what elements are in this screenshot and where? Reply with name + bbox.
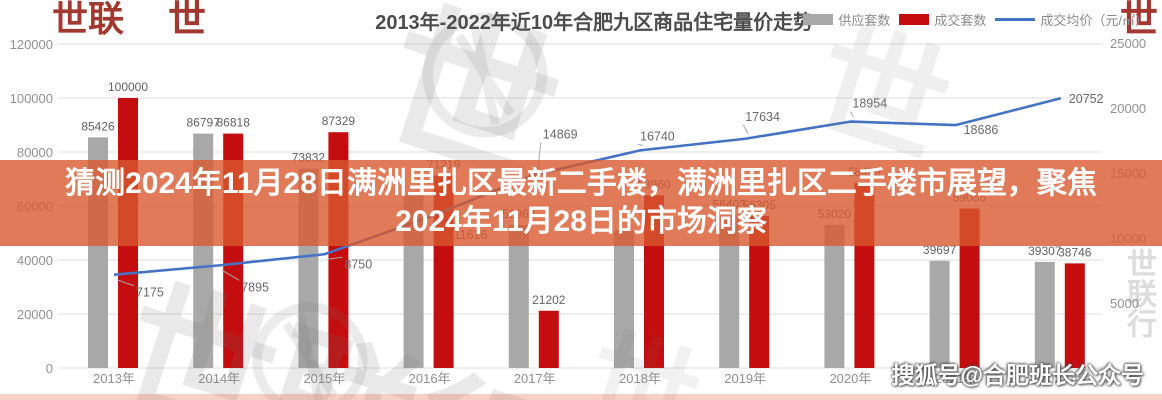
y-left-tick: 80000 [17,145,53,160]
bar-label: 85426 [81,119,115,133]
headline-line-1: 猜测2024年11月28日满洲里扎区最新二手楼，满洲里扎区二手楼市展望，聚焦 [65,167,1097,200]
x-tick: 2019年 [724,371,766,386]
supply-bar [719,215,740,368]
legend-price: 成交均价（元/㎡） [995,10,1148,29]
x-tick: 2015年 [303,371,345,386]
sohu-watermark: 搜狐号@合肥班长公众号 [891,362,1144,388]
price-line-swatch-icon [995,18,1036,21]
x-tick: 2022年 [1040,371,1082,386]
y-left-tick: 100000 [10,91,53,106]
price-label: 7895 [241,280,269,294]
y-right-tick: 5000 [1110,296,1139,311]
label-leader [327,256,343,260]
chart-legend: 供应套数 成交套数 成交均价（元/㎡） [803,10,1148,29]
supply-bar [1034,261,1055,368]
label-leader [637,143,644,146]
headline-line-2: 2024年11月28日的市场洞察 [395,205,767,238]
price-label: 18686 [964,123,999,137]
bar-label: 100000 [108,80,148,94]
y-left-tick: 20000 [17,307,53,322]
legend-sold: 成交套数 [899,10,986,29]
x-tick: 2016年 [409,371,451,386]
bar-label: 39697 [923,243,957,257]
headline-overlay: 猜测2024年11月28日满洲里扎区最新二手楼，满洲里扎区二手楼市展望，聚焦 2… [0,160,1162,246]
bar-label: 86797 [187,116,221,130]
price-label: 17634 [745,110,780,124]
sold-bar [749,215,770,368]
bar-label: 38746 [1058,245,1092,259]
y-left-tick: 40000 [17,253,53,268]
sold-bar [959,208,980,368]
bar-label: 39307 [1028,244,1062,258]
y-left-tick: 120000 [10,37,53,52]
label-leader [742,124,749,135]
x-tick: 2018年 [619,371,661,386]
brand-watermark-right-edge: 世联行 [1122,248,1155,338]
x-tick: 2017年 [514,371,556,386]
label-leader [849,111,854,117]
supply-bar [929,260,950,368]
supply-bar [508,224,529,368]
price-label: 20752 [1069,92,1104,106]
sold-bar [1064,263,1085,368]
label-leader [116,279,135,287]
price-label: 16740 [640,129,675,143]
x-tick: 2013年 [93,371,135,386]
legend-supply-label: 供应套数 [838,13,891,28]
sold-swatch-icon [899,14,930,25]
price-label: 7175 [136,286,164,300]
x-tick: 2014年 [198,371,240,386]
bar-label: 86818 [217,116,251,130]
x-tick: 2020年 [829,371,871,386]
sold-bar [538,310,559,368]
y-left-tick: 0 [46,361,53,376]
y-right-tick: 25000 [1110,36,1146,51]
price-label: 14869 [543,128,578,142]
legend-price-label: 成交均价（元/㎡） [1040,13,1148,28]
price-label: 18954 [852,97,887,111]
x-tick: 2021年 [935,371,977,386]
legend-supply: 供应套数 [803,10,890,29]
bottom-strip [0,394,1162,400]
supply-bar [824,224,845,368]
label-leader [221,269,240,281]
supply-swatch-icon [803,14,834,25]
chart-title: 2013年-2022年近10年合肥九区商品住宅量价走势 [375,12,814,34]
legend-sold-label: 成交套数 [934,13,987,28]
supply-bar [614,230,634,368]
price-label: 8750 [344,257,372,271]
bar-label: 87329 [322,114,356,128]
bar-label: 21202 [532,293,566,307]
y-right-tick: 20000 [1110,101,1146,116]
